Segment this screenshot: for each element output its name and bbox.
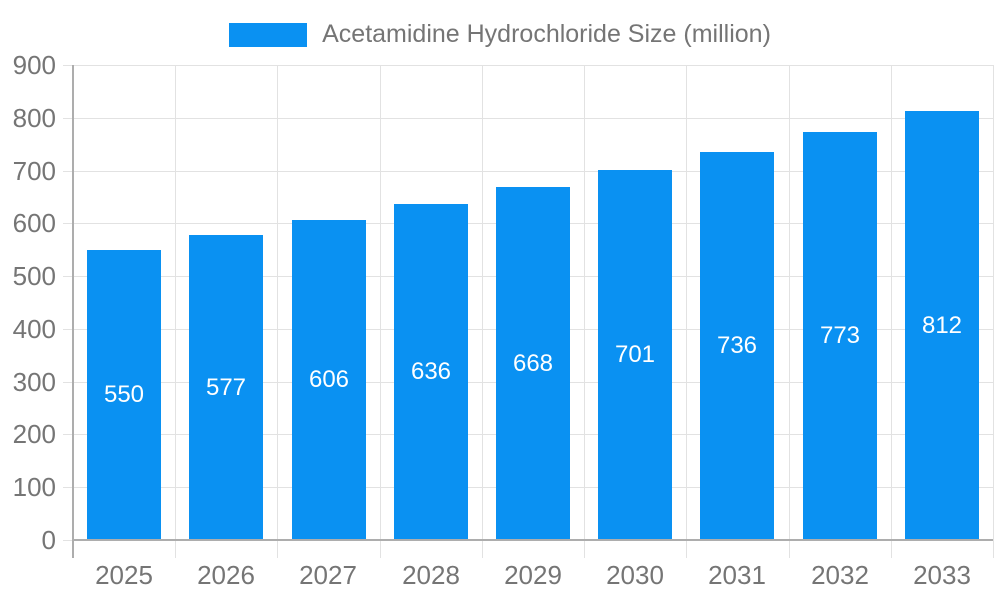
- bar-2028[interactable]: 636: [394, 204, 468, 540]
- bar-value-label-2027: 606: [308, 366, 350, 393]
- y-axis-label-300: 300: [12, 367, 56, 397]
- x-axis-label-2027: 2027: [299, 560, 357, 590]
- v-gridline-4: [482, 65, 483, 558]
- bar-2031[interactable]: 736: [700, 152, 774, 540]
- bar-2032[interactable]: 773: [803, 132, 877, 540]
- bar-value-label-2025: 550: [103, 381, 145, 408]
- bar-2027[interactable]: 606: [292, 220, 366, 540]
- legend-swatch: [229, 22, 308, 47]
- x-axis-label-2025: 2025: [95, 560, 153, 590]
- bar-value-label-2030: 701: [614, 341, 656, 368]
- bar-value-label-2028: 636: [410, 358, 452, 385]
- h-gridline-700: [63, 171, 993, 172]
- x-axis-label-2028: 2028: [402, 560, 460, 590]
- bar-value-label-2031: 736: [716, 332, 758, 359]
- y-axis-label-200: 200: [12, 419, 56, 449]
- y-axis-label-600: 600: [12, 208, 56, 238]
- bar-2030[interactable]: 701: [598, 170, 672, 540]
- v-gridline-8: [891, 65, 892, 558]
- x-axis-line: [73, 539, 993, 541]
- y-axis-label-900: 900: [12, 50, 56, 80]
- x-axis-label-2026: 2026: [197, 560, 255, 590]
- y-axis-line: [72, 65, 74, 558]
- bar-2026[interactable]: 577: [189, 235, 263, 540]
- bar-value-label-2033: 812: [921, 311, 963, 339]
- h-gridline-900: [63, 65, 993, 66]
- bar-value-label-2029: 668: [512, 349, 554, 377]
- v-gridline-1: [175, 65, 176, 558]
- bar-value-label-2032: 773: [819, 322, 861, 349]
- y-axis-label-500: 500: [12, 261, 56, 291]
- x-axis-label-2031: 2031: [708, 560, 766, 590]
- x-axis-label-2032: 2032: [811, 560, 869, 590]
- x-axis-label-2033: 2033: [913, 560, 971, 590]
- bar-2025[interactable]: 550: [87, 250, 161, 540]
- legend[interactable]: Acetamidine Hydrochloride Size (million): [0, 20, 1000, 49]
- x-axis-label-2030: 2030: [606, 560, 664, 590]
- v-gridline-2: [277, 65, 278, 558]
- v-gridline-5: [584, 65, 585, 558]
- bar-value-label-2026: 577: [205, 373, 247, 401]
- y-axis-label-100: 100: [12, 472, 56, 502]
- bar-2033[interactable]: 812: [905, 111, 979, 540]
- bar-2029[interactable]: 668: [496, 187, 570, 540]
- y-axis-label-700: 700: [12, 156, 56, 186]
- legend-label: Acetamidine Hydrochloride Size (million): [322, 20, 771, 48]
- y-axis-label-0: 0: [41, 525, 56, 555]
- v-gridline-7: [789, 65, 790, 558]
- v-gridline-3: [380, 65, 381, 558]
- y-tick-stub-0: [63, 540, 73, 541]
- v-gridline-9: [993, 65, 994, 558]
- h-gridline-800: [63, 118, 993, 119]
- v-gridline-6: [686, 65, 687, 558]
- y-axis-label-800: 800: [12, 103, 56, 133]
- y-axis-label-400: 400: [12, 314, 56, 344]
- x-axis-label-2029: 2029: [504, 560, 562, 590]
